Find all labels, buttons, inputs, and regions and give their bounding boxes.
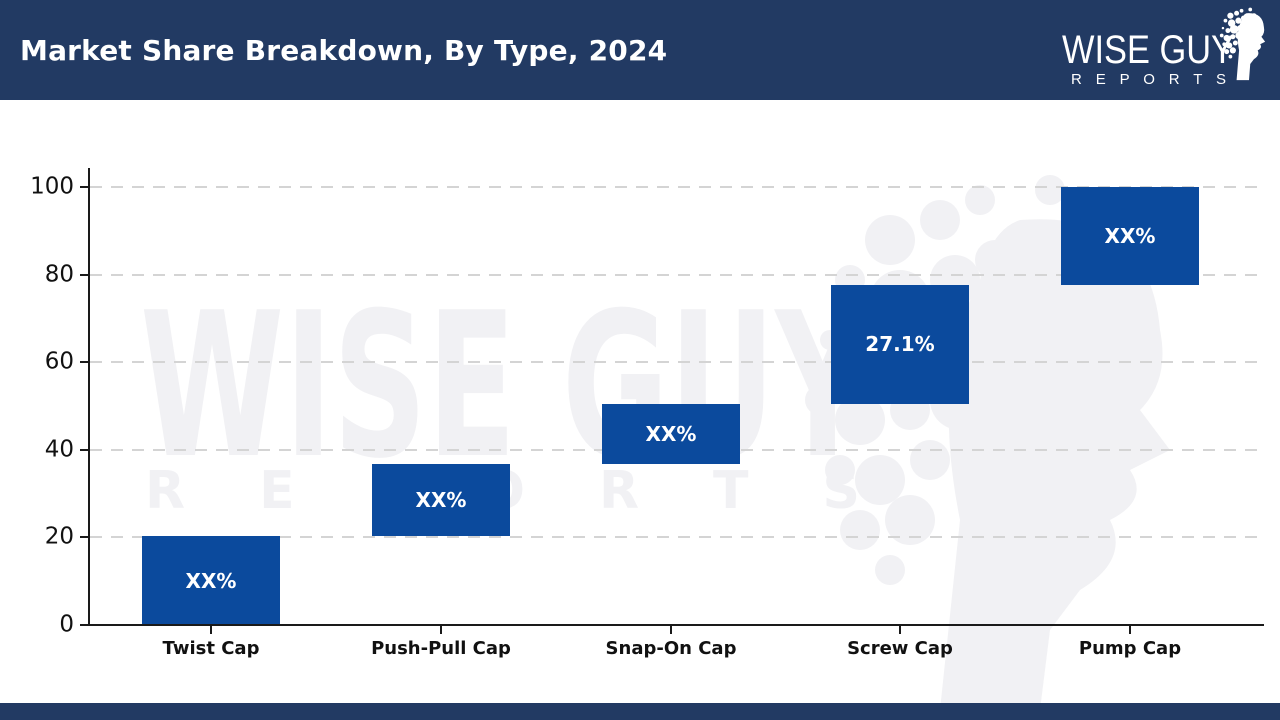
gridline-y-60 — [90, 361, 1262, 364]
gridline-y-100 — [90, 186, 1262, 188]
bar-twist-cap: XX% — [142, 536, 280, 625]
y-tick-label-80: 80 — [44, 261, 74, 288]
logo-reports-text: R E P O R T S — [1071, 71, 1226, 88]
bar-value-label-push-pull-cap: XX% — [415, 488, 467, 513]
bar-value-label-snap-on-cap: XX% — [645, 422, 697, 447]
y-axis-line — [88, 168, 90, 625]
bar-value-label-pump-cap: XX% — [1104, 224, 1156, 249]
gridline-y-80 — [90, 273, 1262, 276]
y-tick-label-0: 0 — [59, 611, 74, 638]
x-tick-mark-pump-cap — [1129, 626, 1131, 634]
x-tick-mark-screw-cap — [899, 626, 901, 634]
y-tick-mark-40 — [80, 448, 88, 451]
y-tick-mark-80 — [80, 273, 88, 276]
bar-value-label-screw-cap: 27.1% — [865, 332, 935, 357]
logo-wise-guy-text: WISE GUY — [1062, 28, 1234, 72]
x-category-label-snap-on-cap: Snap-On Cap — [605, 638, 737, 659]
x-category-label-push-pull-cap: Push-Pull Cap — [371, 638, 511, 659]
bar-pump-cap: XX% — [1061, 187, 1199, 286]
y-tick-label-60: 60 — [44, 348, 74, 375]
header-bar: Market Share Breakdown, By Type, 2024 WI… — [0, 0, 1280, 100]
x-tick-mark-twist-cap — [210, 626, 212, 634]
gridline-y-20 — [90, 536, 1262, 539]
y-tick-label-20: 20 — [44, 523, 74, 550]
bar-snap-on-cap: XX% — [602, 403, 740, 465]
y-tick-mark-100 — [80, 186, 88, 188]
x-tick-mark-snap-on-cap — [670, 626, 672, 634]
y-tick-label-40: 40 — [44, 436, 74, 463]
y-tick-mark-60 — [80, 361, 88, 364]
x-category-label-pump-cap: Pump Cap — [1078, 638, 1182, 659]
x-category-label-screw-cap: Screw Cap — [847, 638, 953, 659]
x-axis-line — [88, 624, 1264, 626]
x-tick-mark-push-pull-cap — [440, 626, 442, 634]
logo-head-icon — [1219, 7, 1266, 81]
y-tick-mark-20 — [80, 536, 88, 539]
chart-title: Market Share Breakdown, By Type, 2024 — [20, 33, 668, 67]
bar-screw-cap: 27.1% — [831, 285, 969, 404]
bar-value-label-twist-cap: XX% — [185, 568, 237, 593]
footer-bar — [0, 703, 1280, 720]
bar-push-pull-cap: XX% — [372, 464, 510, 537]
x-category-label-twist-cap: Twist Cap — [162, 638, 260, 659]
wise-guy-reports-logo: WISE GUY R E P O R T S — [1062, 7, 1266, 88]
y-tick-label-100: 100 — [30, 173, 74, 200]
y-tick-mark-0 — [80, 624, 88, 626]
